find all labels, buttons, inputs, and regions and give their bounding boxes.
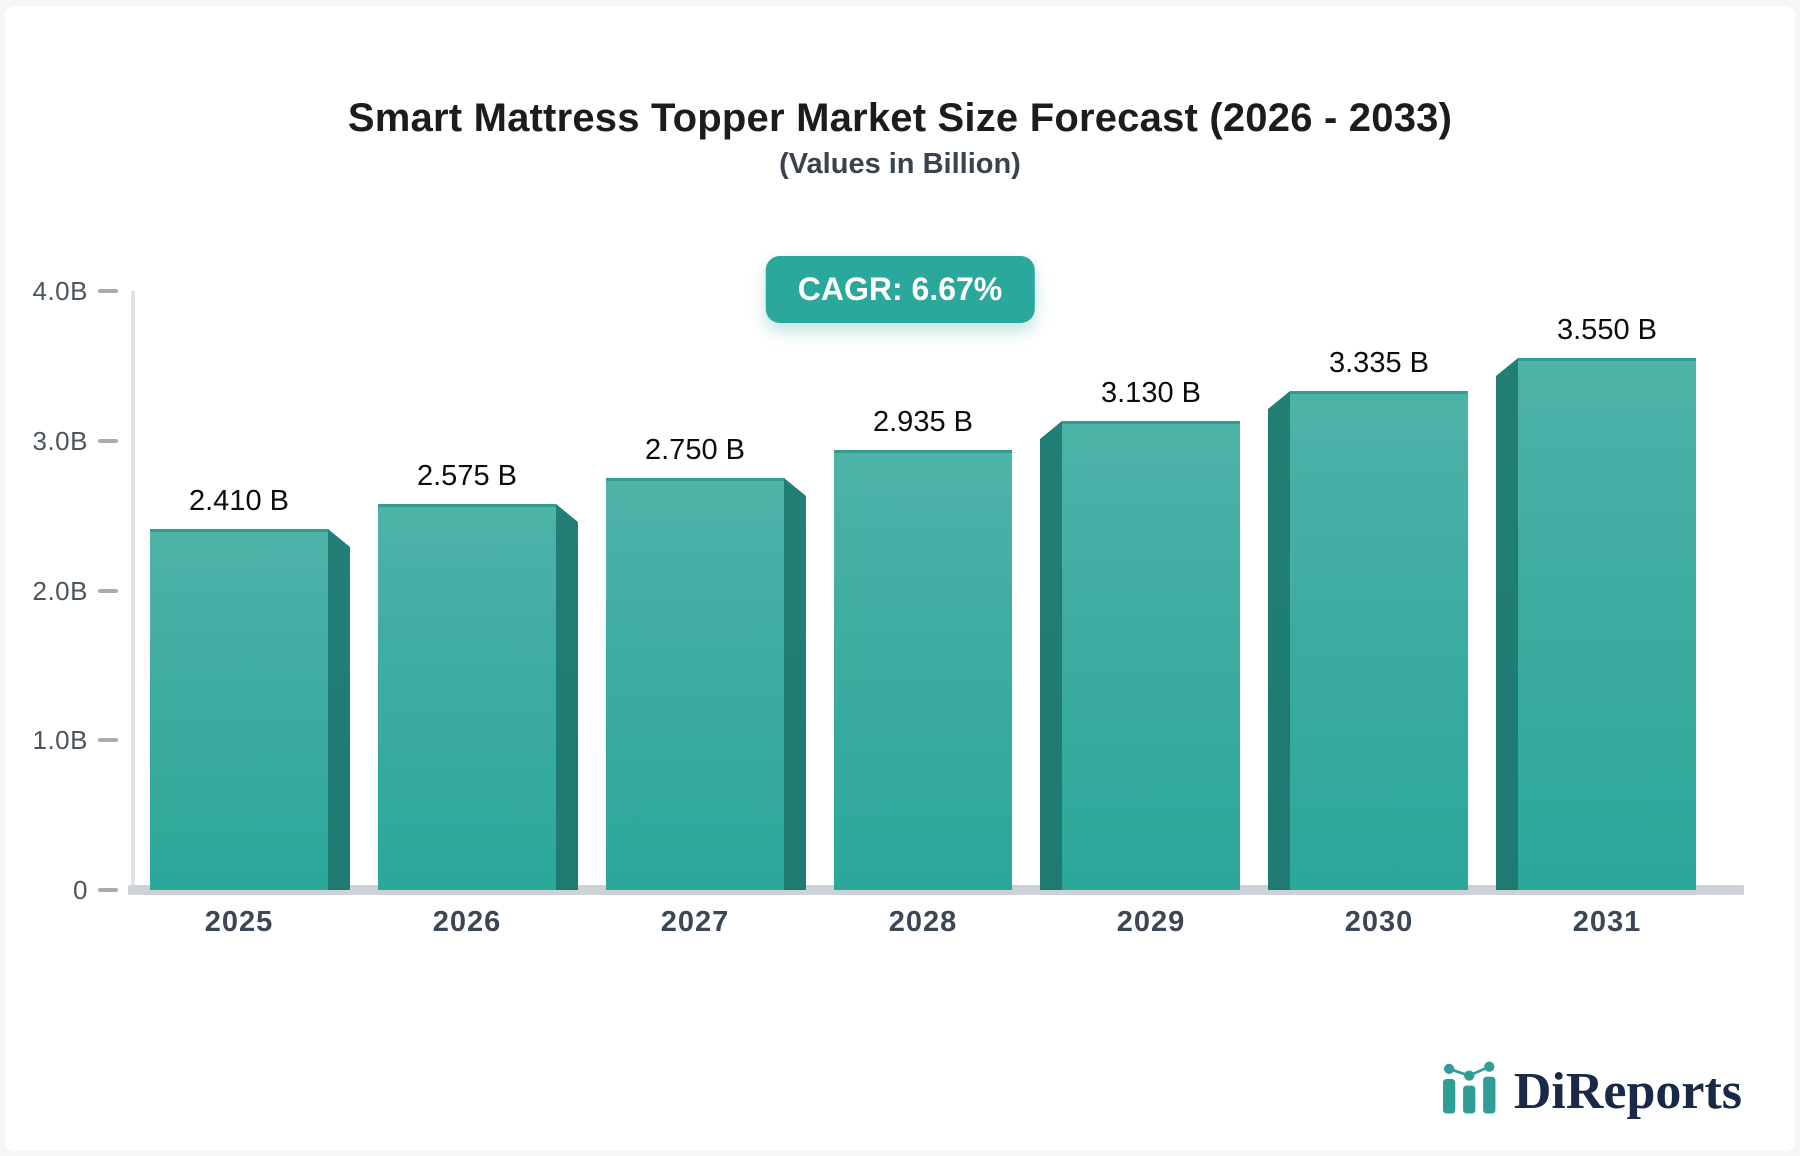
bar-line-chart-icon [1442, 1061, 1496, 1114]
y-tick [98, 888, 118, 892]
bar-side-3d [1496, 358, 1518, 890]
bar-2029 [1062, 421, 1240, 890]
bar-value-label: 2.575 B [417, 460, 517, 492]
bar-side-3d [784, 478, 806, 890]
bar-side-3d [556, 504, 578, 890]
bar-value-label: 2.935 B [873, 406, 973, 438]
y-tick [98, 738, 118, 743]
bar-value-label: 3.335 B [1329, 347, 1429, 379]
bar-value-label: 3.130 B [1101, 377, 1201, 409]
bar-2026 [378, 504, 556, 890]
y-tick [98, 588, 118, 593]
bar-2030 [1290, 391, 1468, 890]
bar-side-3d [1040, 421, 1062, 890]
y-tick-label: 0 [73, 875, 88, 905]
y-tick-label: 2.0B [32, 575, 88, 606]
logo-wordmark: DiReports [1513, 1063, 1742, 1120]
direports-logo: DiReports [1436, 1060, 1742, 1118]
x-axis-label: 2026 [432, 906, 502, 938]
y-axis-line [131, 291, 135, 893]
y-tick-label: 1.0B [32, 725, 88, 756]
chart-subtitle: (Values in Billion) [779, 148, 1021, 180]
x-axis-label: 2025 [204, 906, 274, 938]
bar-value-label: 2.410 B [189, 485, 289, 517]
bar-value-label: 2.750 B [645, 434, 745, 466]
x-axis-baseline [128, 885, 1744, 895]
bar-side-3d [328, 529, 350, 890]
y-tick-label: 3.0B [32, 425, 88, 456]
x-axis-label: 2027 [660, 906, 730, 938]
y-tick [98, 438, 118, 443]
y-tick [98, 289, 118, 293]
x-axis-label: 2031 [1572, 906, 1642, 938]
bar-2027 [606, 478, 784, 890]
x-axis-label: 2028 [888, 906, 958, 938]
cagr-badge: CAGR: 6.67% [765, 256, 1035, 323]
y-tick-label: 4.0B [32, 276, 88, 306]
bar-value-label: 3.550 B [1557, 314, 1657, 346]
bar-2031 [1518, 358, 1696, 890]
x-axis-label: 2029 [1116, 906, 1186, 938]
bar-side-3d [1268, 391, 1290, 890]
bar-2025 [150, 529, 328, 890]
bar-2028 [834, 450, 1012, 890]
x-axis-label: 2030 [1344, 906, 1414, 938]
chart-title: Smart Mattress Topper Market Size Foreca… [347, 96, 1453, 140]
